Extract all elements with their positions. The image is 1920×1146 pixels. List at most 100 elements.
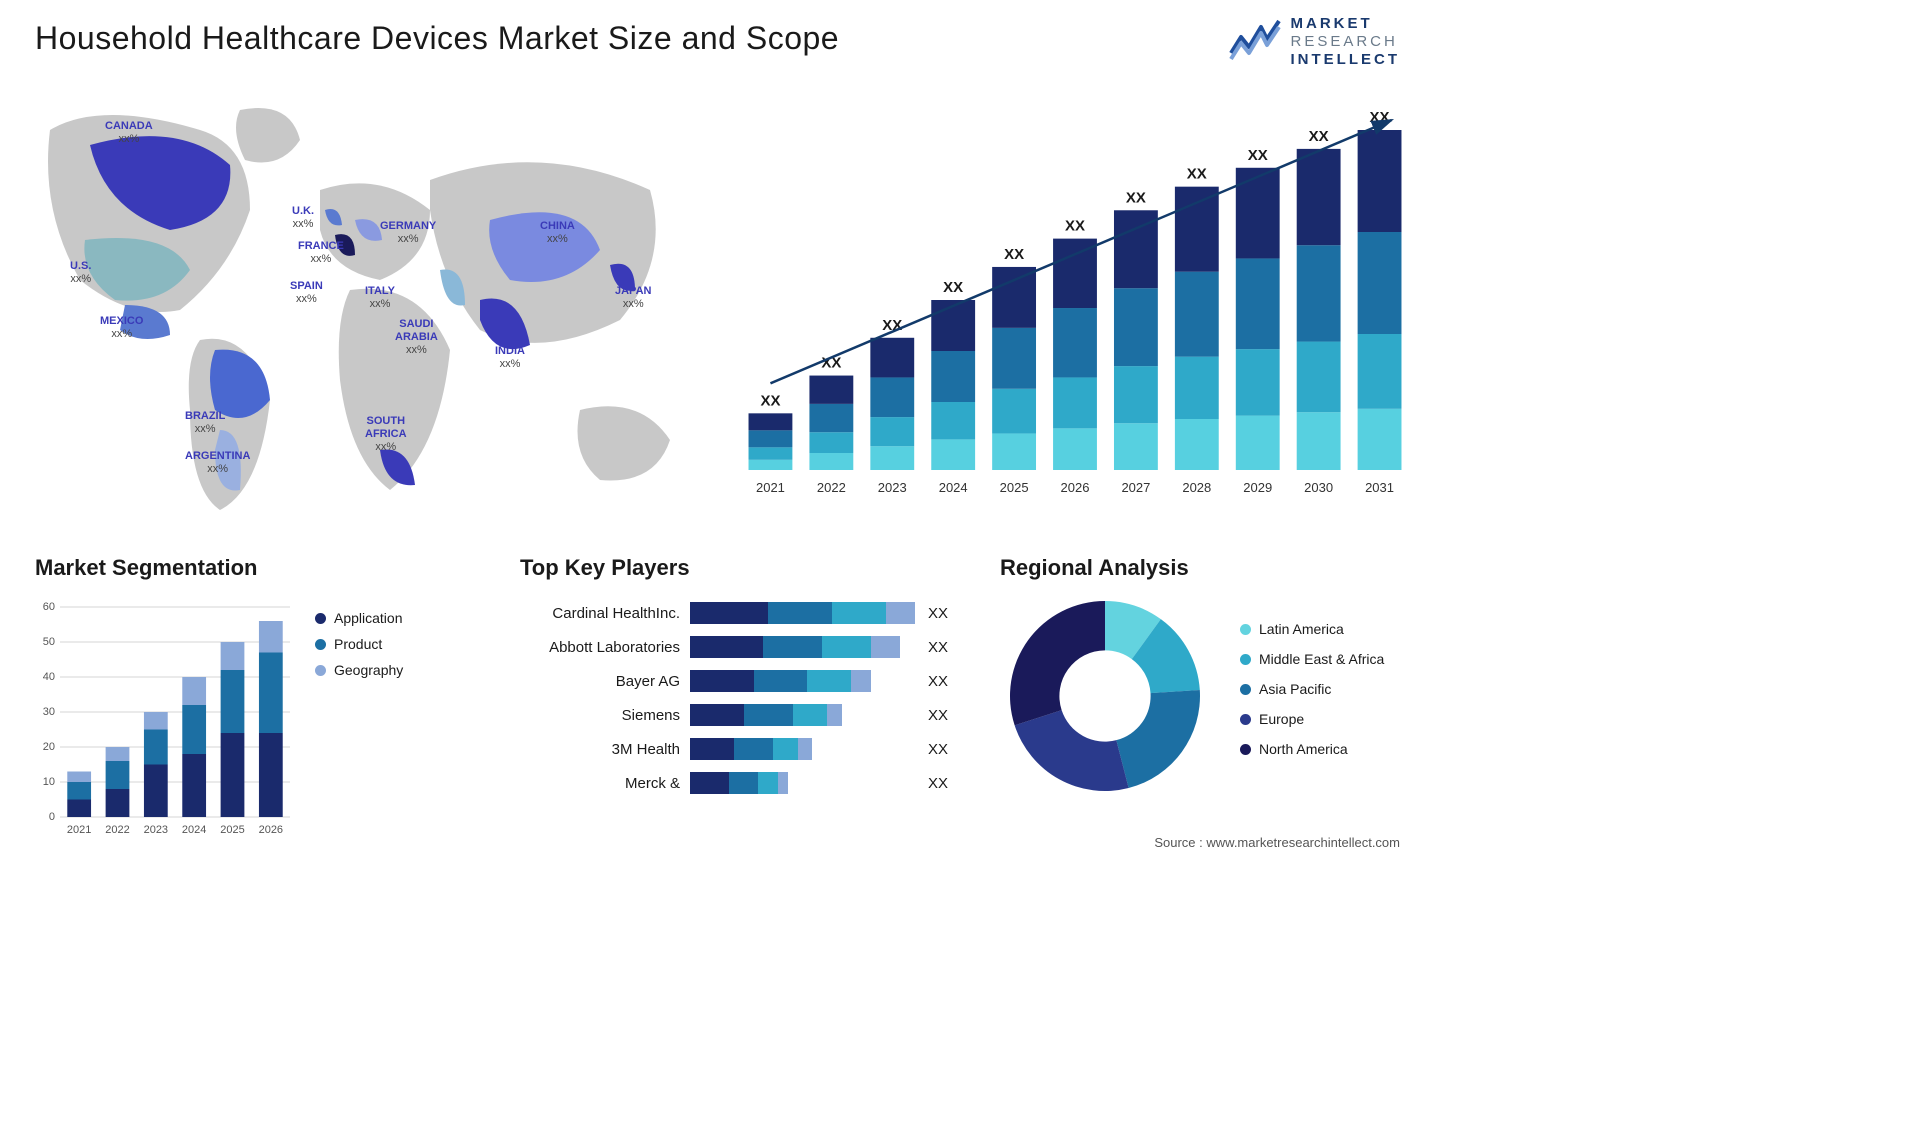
seg-bar-seg	[221, 670, 245, 733]
seg-bar-seg	[106, 761, 130, 789]
year-label: 2024	[939, 480, 968, 495]
year-label: 2023	[878, 480, 907, 495]
main-bar-seg	[870, 417, 914, 446]
year-label: 2030	[1304, 480, 1333, 495]
player-value: XX	[920, 673, 960, 690]
main-bar-seg	[1053, 377, 1097, 428]
main-bar-seg	[1175, 419, 1219, 470]
seg-legend-item: Product	[315, 636, 403, 652]
bar-value-label: XX	[943, 279, 963, 296]
main-bar-seg	[931, 439, 975, 470]
main-bar-seg	[1053, 308, 1097, 377]
main-bar-seg	[1053, 428, 1097, 470]
seg-bar-seg	[221, 642, 245, 670]
main-bar-seg	[931, 300, 975, 351]
bar-value-label: XX	[1248, 147, 1268, 164]
regional-section: Regional Analysis Latin AmericaMiddle Ea…	[1000, 555, 1420, 801]
seg-bar-seg	[144, 765, 168, 818]
main-bar-seg	[992, 433, 1036, 470]
svg-text:0: 0	[49, 811, 55, 823]
player-bar	[690, 670, 920, 692]
map-label-germany: GERMANYxx%	[380, 220, 436, 246]
svg-text:20: 20	[43, 741, 55, 753]
player-value: XX	[920, 639, 960, 656]
player-bar	[690, 772, 920, 794]
segmentation-chart: 0102030405060202120222023202420252026	[35, 589, 295, 849]
player-row: 3M HealthXX	[520, 732, 980, 766]
main-bar-seg	[1297, 245, 1341, 341]
player-name: Cardinal HealthInc.	[520, 605, 690, 622]
seg-bar-seg	[259, 653, 283, 734]
player-row: Bayer AGXX	[520, 664, 980, 698]
seg-bar-seg	[182, 705, 206, 754]
main-bar-seg	[1114, 288, 1158, 366]
seg-bar-seg	[67, 800, 91, 818]
player-value: XX	[920, 741, 960, 758]
svg-text:30: 30	[43, 706, 55, 718]
main-bar-seg	[749, 460, 793, 470]
regional-legend-item: Middle East & Africa	[1240, 651, 1384, 667]
page-title: Household Healthcare Devices Market Size…	[35, 20, 839, 57]
main-bar-seg	[749, 430, 793, 447]
main-bar-seg	[931, 402, 975, 439]
regional-legend: Latin AmericaMiddle East & AfricaAsia Pa…	[1240, 621, 1384, 771]
main-bar-seg	[1358, 334, 1402, 409]
seg-bar-seg	[182, 754, 206, 817]
map-label-japan: JAPANxx%	[615, 285, 651, 311]
seg-bar-seg	[106, 747, 130, 761]
year-label: 2021	[756, 480, 785, 495]
regional-legend-item: Latin America	[1240, 621, 1384, 637]
bar-value-label: XX	[1065, 218, 1085, 235]
year-label: 2027	[1121, 480, 1150, 495]
player-bar	[690, 602, 920, 624]
svg-text:60: 60	[43, 601, 55, 613]
seg-bar-seg	[259, 621, 283, 653]
year-label: 2022	[817, 480, 846, 495]
player-row: Abbott LaboratoriesXX	[520, 630, 980, 664]
map-label-spain: SPAINxx%	[290, 280, 323, 306]
donut-slice	[1116, 690, 1200, 788]
main-bar-seg	[1297, 149, 1341, 245]
brand-logo: MARKET RESEARCH INTELLECT	[1229, 15, 1401, 69]
seg-bar-seg	[144, 730, 168, 765]
regional-donut	[1000, 591, 1210, 801]
main-bar-seg	[992, 328, 1036, 389]
player-bar	[690, 636, 920, 658]
main-bar-seg	[749, 447, 793, 459]
map-label-brazil: BRAZILxx%	[185, 410, 225, 436]
bar-value-label: XX	[1187, 166, 1207, 183]
main-bar-seg	[809, 453, 853, 470]
svg-text:2024: 2024	[182, 824, 206, 836]
main-bar-seg	[1236, 258, 1280, 349]
market-size-chart: XX2021XX2022XX2023XX2024XX2025XX2026XX20…	[740, 100, 1410, 500]
seg-bar-seg	[182, 677, 206, 705]
player-value: XX	[920, 707, 960, 724]
year-label: 2025	[1000, 480, 1029, 495]
map-label-france: FRANCExx%	[298, 240, 344, 266]
seg-bar-seg	[221, 733, 245, 817]
map-label-south-africa: SOUTHAFRICAxx%	[365, 415, 407, 455]
main-bar-seg	[1358, 232, 1402, 334]
seg-bar-seg	[67, 782, 91, 800]
main-bar-seg	[992, 389, 1036, 434]
year-label: 2031	[1365, 480, 1394, 495]
seg-bar-seg	[67, 772, 91, 783]
segmentation-legend: ApplicationProductGeography	[315, 610, 403, 688]
main-bar-seg	[1175, 357, 1219, 419]
players-chart: Cardinal HealthInc.XXAbbott Laboratories…	[520, 596, 980, 800]
bar-value-label: XX	[760, 392, 780, 409]
bar-value-label: XX	[1126, 189, 1146, 206]
year-label: 2029	[1243, 480, 1272, 495]
svg-text:50: 50	[43, 636, 55, 648]
main-bar-seg	[1358, 130, 1402, 232]
map-label-mexico: MEXICOxx%	[100, 315, 143, 341]
svg-text:2022: 2022	[105, 824, 129, 836]
logo-text: MARKET RESEARCH INTELLECT	[1291, 15, 1401, 69]
main-bar-seg	[870, 446, 914, 470]
map-label-italy: ITALYxx%	[365, 285, 395, 311]
main-bar-seg	[1236, 416, 1280, 470]
source-attribution: Source : www.marketresearchintellect.com	[1154, 835, 1400, 850]
player-name: Siemens	[520, 707, 690, 724]
seg-legend-item: Geography	[315, 662, 403, 678]
main-bar-seg	[1358, 409, 1402, 470]
